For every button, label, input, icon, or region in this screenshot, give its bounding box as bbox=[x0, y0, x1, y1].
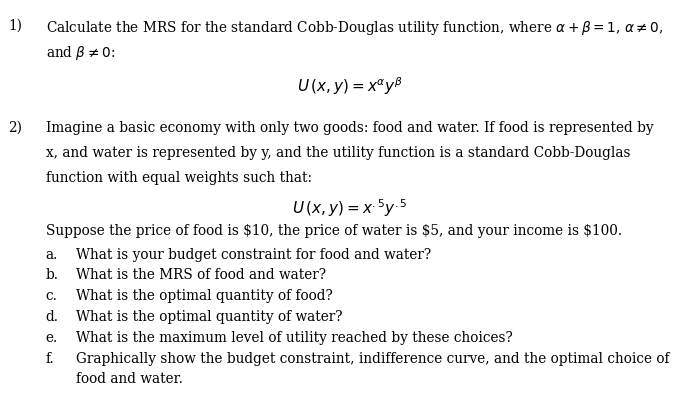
Text: 2): 2) bbox=[8, 121, 22, 135]
Text: $U\,(x,y) = x^{\alpha}y^{\beta}$: $U\,(x,y) = x^{\alpha}y^{\beta}$ bbox=[298, 75, 402, 97]
Text: function with equal weights such that:: function with equal weights such that: bbox=[46, 171, 312, 185]
Text: What is the optimal quantity of food?: What is the optimal quantity of food? bbox=[76, 289, 332, 303]
Text: c.: c. bbox=[46, 289, 57, 303]
Text: Calculate the MRS for the standard Cobb-Douglas utility function, where $\alpha : Calculate the MRS for the standard Cobb-… bbox=[46, 19, 663, 37]
Text: What is your budget constraint for food and water?: What is your budget constraint for food … bbox=[76, 248, 430, 262]
Text: Graphically show the budget constraint, indifference curve, and the optimal choi: Graphically show the budget constraint, … bbox=[76, 352, 669, 366]
Text: What is the optimal quantity of water?: What is the optimal quantity of water? bbox=[76, 310, 342, 324]
Text: food and water.: food and water. bbox=[76, 372, 183, 386]
Text: b.: b. bbox=[46, 268, 59, 282]
Text: Suppose the price of food is $10, the price of water is $5, and your income is $: Suppose the price of food is $10, the pr… bbox=[46, 224, 622, 238]
Text: Imagine a basic economy with only two goods: food and water. If food is represen: Imagine a basic economy with only two go… bbox=[46, 121, 653, 135]
Text: a.: a. bbox=[46, 248, 58, 262]
Text: $U\,(x,y) = x^{.5}y^{.5}$: $U\,(x,y) = x^{.5}y^{.5}$ bbox=[292, 198, 408, 219]
Text: and $\beta\neq0$:: and $\beta\neq0$: bbox=[46, 44, 115, 62]
Text: e.: e. bbox=[46, 331, 57, 345]
Text: f.: f. bbox=[46, 352, 55, 366]
Text: x, and water is represented by y, and the utility function is a standard Cobb-Do: x, and water is represented by y, and th… bbox=[46, 146, 630, 160]
Text: 1): 1) bbox=[8, 19, 22, 33]
Text: d.: d. bbox=[46, 310, 59, 324]
Text: What is the MRS of food and water?: What is the MRS of food and water? bbox=[76, 268, 326, 282]
Text: What is the maximum level of utility reached by these choices?: What is the maximum level of utility rea… bbox=[76, 331, 512, 345]
